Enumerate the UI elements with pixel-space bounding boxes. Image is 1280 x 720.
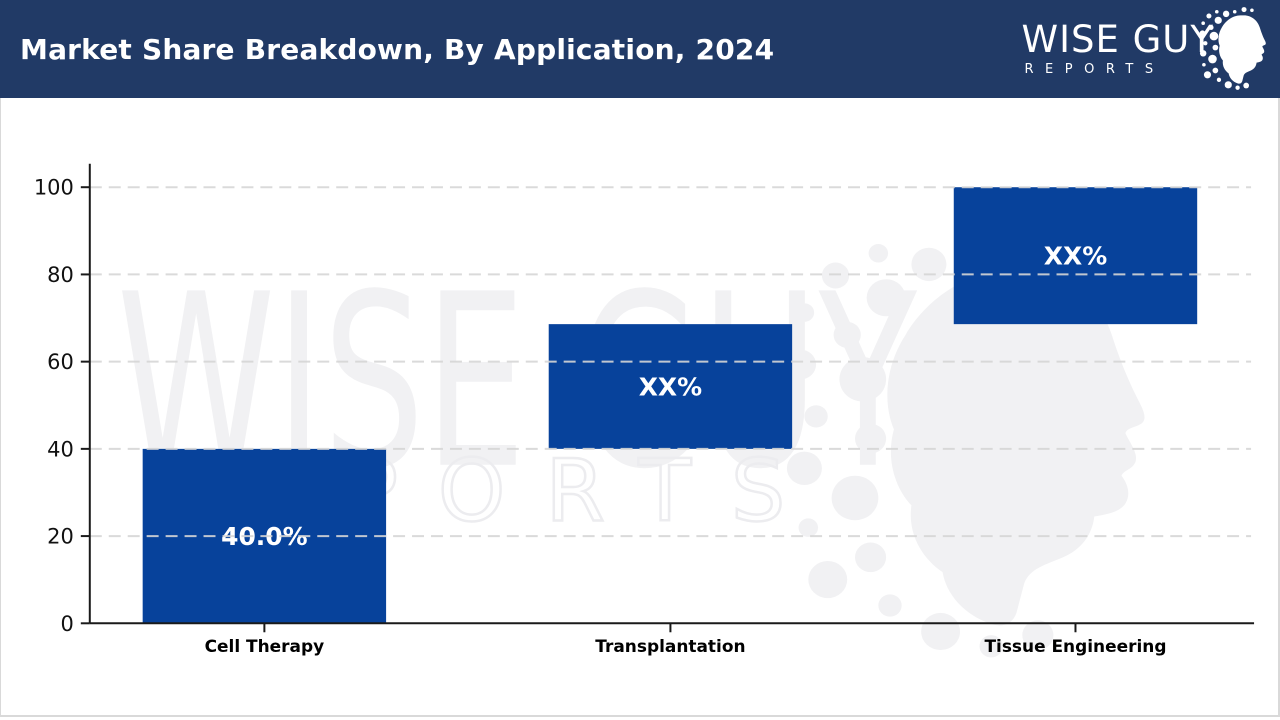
dotted-head-icon [1199, 7, 1266, 90]
y-tick-label-20: 20 [47, 525, 74, 549]
y-tick-label-100: 100 [34, 176, 74, 200]
header-bar: Market Share Breakdown, By Application, … [0, 0, 1280, 98]
bar-value-label: XX% [1044, 242, 1107, 271]
y-tick-label-0: 0 [60, 612, 73, 636]
x-category-label: Tissue Engineering [984, 636, 1166, 656]
y-tick-label-80: 80 [47, 263, 74, 287]
logo-text: WISE GUY REPORTS [1022, 21, 1214, 77]
chart-card: WISE GUY REPORTS 40.0% XX% XX% 0 20 40 60 80 100 Ce… [0, 98, 1280, 717]
bar-3 [953, 187, 1198, 325]
x-category-label: Cell Therapy [205, 636, 325, 656]
market-share-bar-chart: WISE GUYREPORTS40.0%XX%XX%020406080100Ce… [34, 163, 1255, 658]
logo-wordmark: WISE GUY [1021, 18, 1214, 61]
logo-subtext: REPORTS [1024, 62, 1165, 77]
bar-2 [548, 324, 793, 449]
wiseguy-logo: WISE GUY REPORTS [1022, 2, 1270, 96]
page-title: Market Share Breakdown, By Application, … [20, 32, 775, 66]
bar-value-label: XX% [639, 372, 702, 401]
y-tick-label-60: 60 [47, 350, 74, 374]
y-tick-label-40: 40 [47, 437, 74, 461]
x-category-label: Transplantation [595, 636, 745, 656]
